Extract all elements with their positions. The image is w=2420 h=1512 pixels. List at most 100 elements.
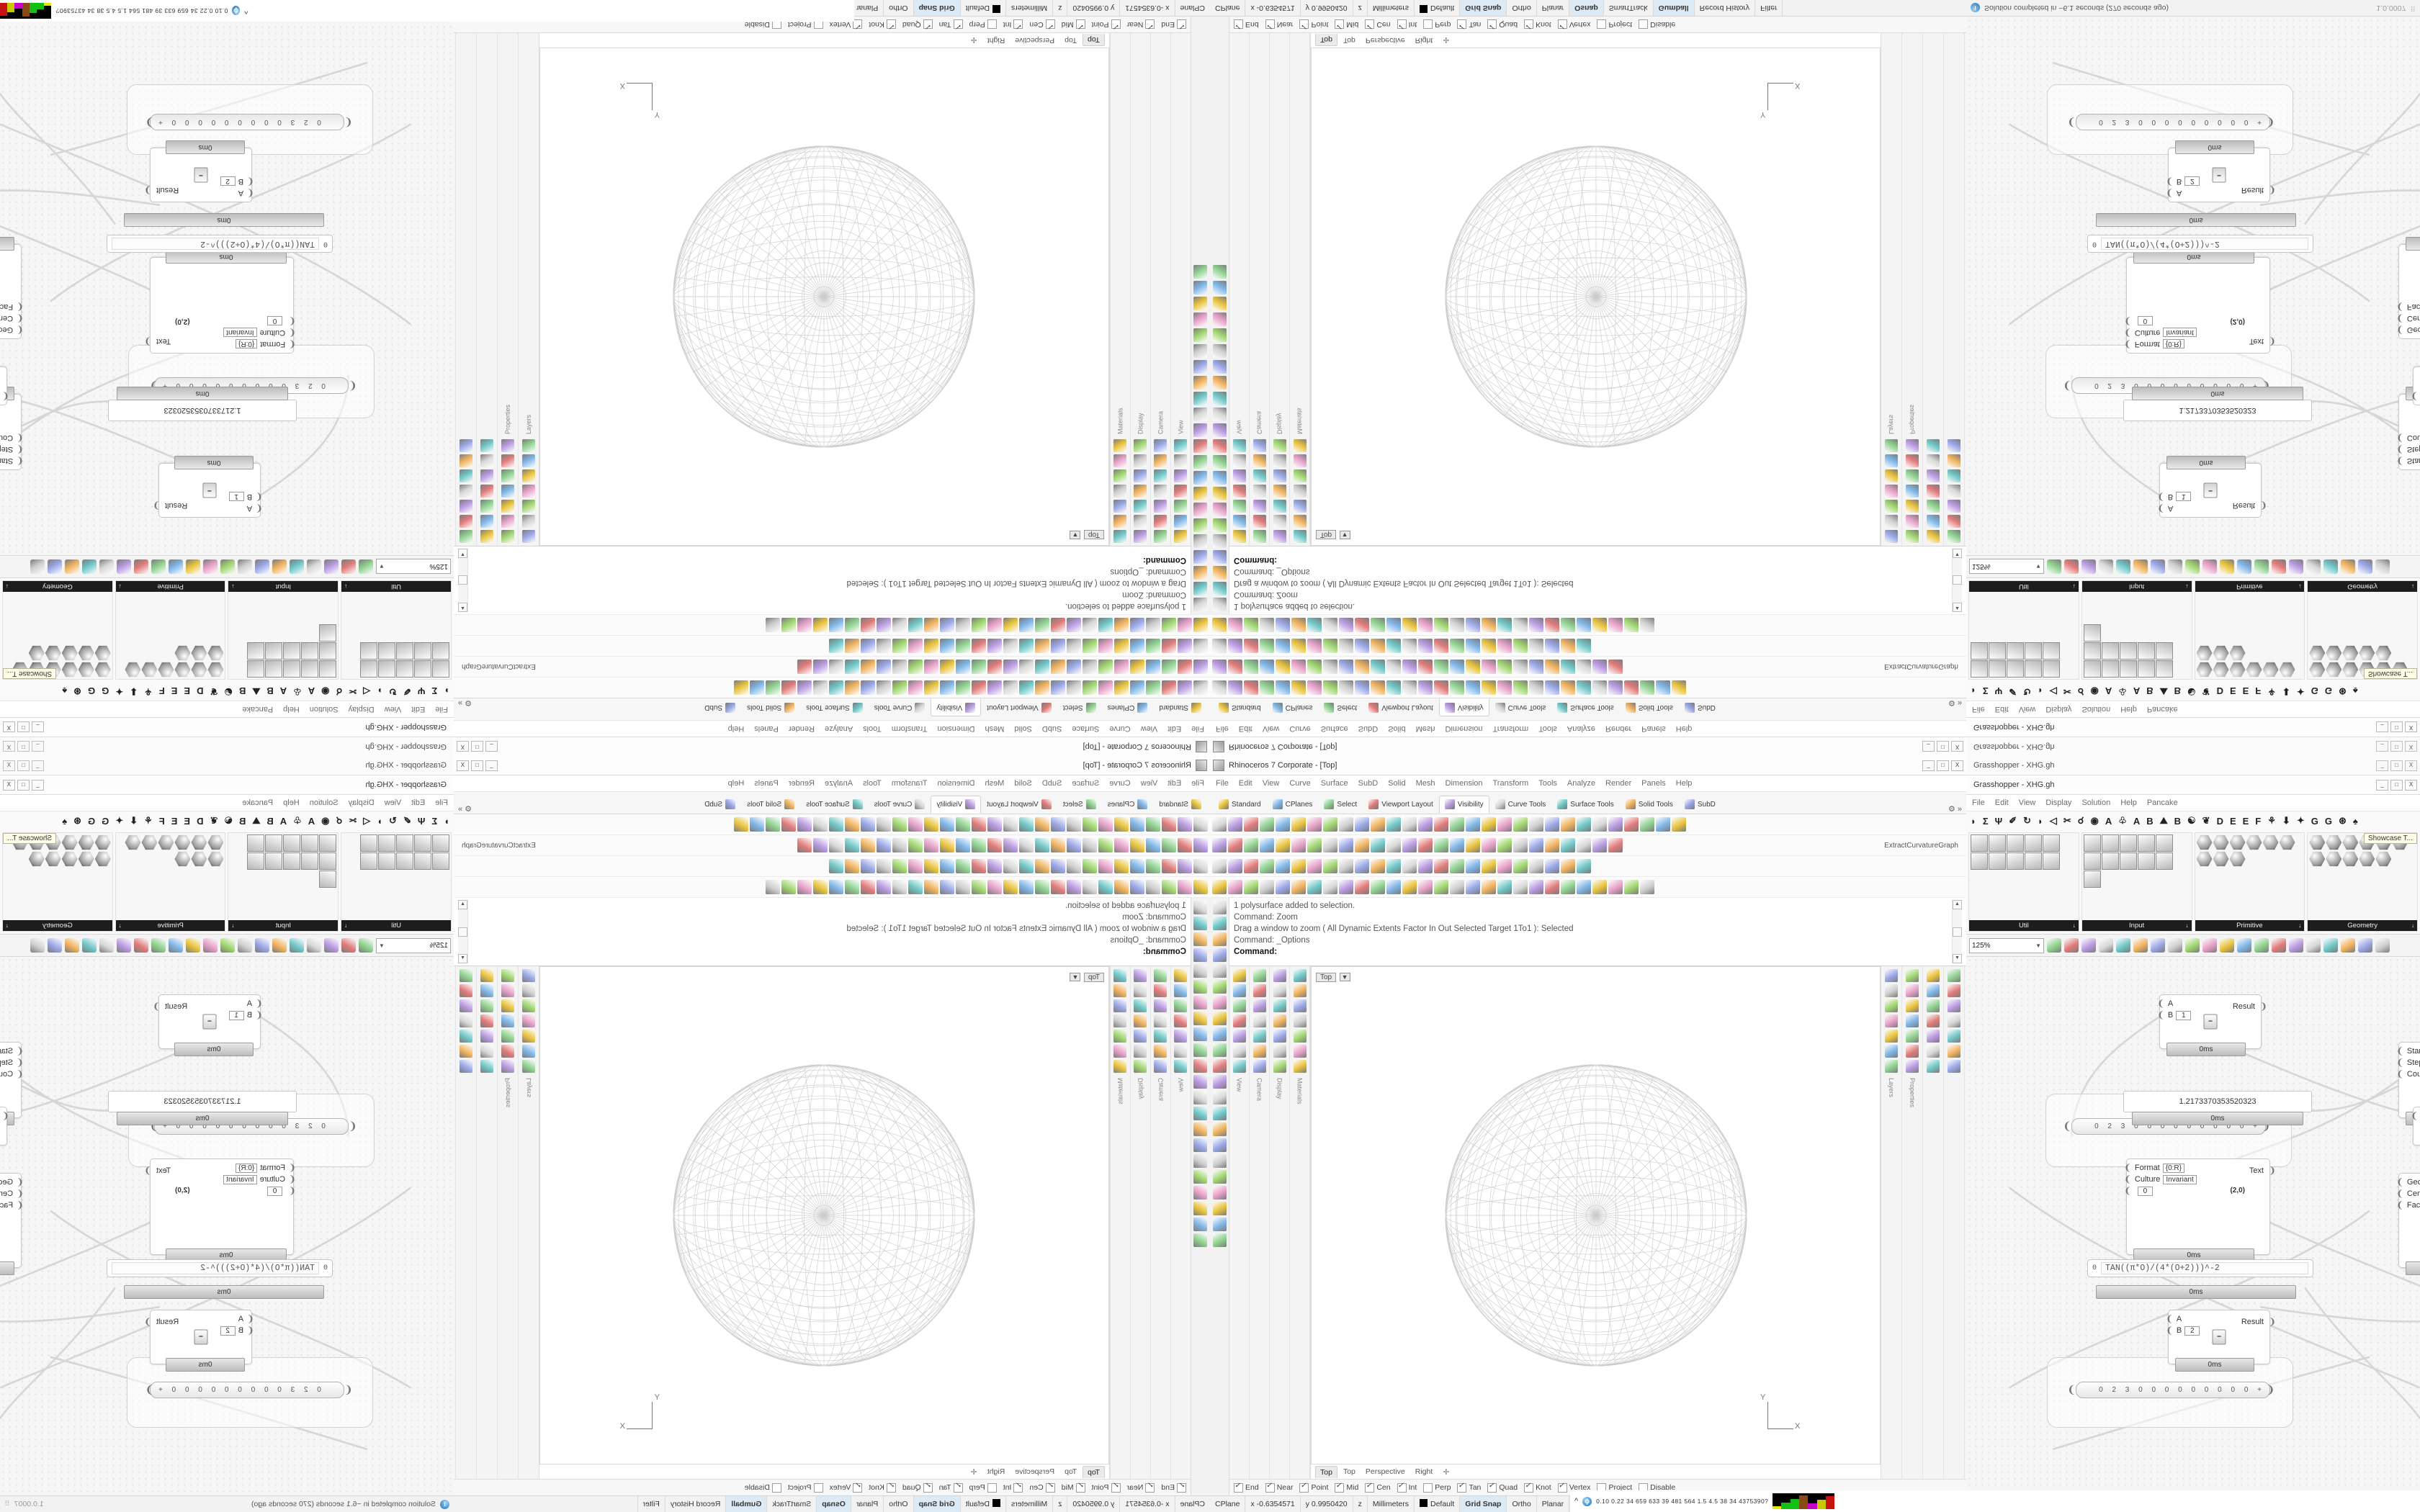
side-tool-button[interactable] <box>1193 917 1208 930</box>
panel-tool-button[interactable] <box>1174 984 1188 997</box>
side-tool-button[interactable] <box>1193 1233 1208 1247</box>
gh-input-port[interactable]: ❨ <box>1 1110 9 1121</box>
toolbar-button[interactable] <box>1051 817 1065 832</box>
side-tool-button[interactable] <box>1193 1059 1208 1073</box>
gh-input-port[interactable]: ❨ <box>2157 492 2165 503</box>
osnap-quad[interactable]: Quad <box>1487 1482 1518 1493</box>
gh-toolbar-button[interactable] <box>117 938 131 953</box>
rhino-tab-select[interactable]: Select <box>1318 796 1363 814</box>
panel-tool-button[interactable] <box>1885 1030 1898 1043</box>
rhino-tab-visibility[interactable]: Visibility <box>931 698 982 716</box>
side-tool-button[interactable] <box>1193 566 1208 580</box>
toolbar-button[interactable] <box>1450 618 1464 632</box>
gh-menu-item-display[interactable]: Display <box>2045 705 2072 714</box>
maximize-button[interactable]: □ <box>2390 741 2403 752</box>
checkbox[interactable] <box>923 1482 933 1493</box>
panel-tool-button[interactable] <box>1906 1045 1919 1058</box>
toolbar-button[interactable] <box>1162 639 1176 653</box>
toolbar-button[interactable] <box>1162 859 1176 873</box>
toolbar-button[interactable] <box>1323 838 1337 852</box>
side-tool-button[interactable] <box>1193 408 1208 421</box>
side-tool-button[interactable] <box>1193 1043 1208 1057</box>
toolbar-button[interactable] <box>797 838 812 852</box>
close-button[interactable]: X <box>2405 741 2417 752</box>
panel-tool-button[interactable] <box>1293 1060 1307 1073</box>
command-prompt[interactable]: Command: <box>1234 948 1278 956</box>
status-toggle-planar[interactable]: Planar <box>850 1496 884 1512</box>
side-tool-button[interactable] <box>1193 1202 1208 1215</box>
side-tool-button[interactable] <box>1193 312 1208 326</box>
gh-component-icon[interactable] <box>175 662 191 678</box>
gh-component-icon[interactable] <box>192 662 207 678</box>
toolbar-button[interactable] <box>1466 817 1480 832</box>
gh-expression-text[interactable]: TAN((π*O)/(4*(O+2)))^-2 <box>2101 1262 2308 1274</box>
side-tool-button[interactable] <box>1193 1218 1208 1231</box>
toolbar-button[interactable] <box>1624 618 1639 632</box>
checkbox[interactable] <box>1045 19 1055 30</box>
toolbar-button[interactable] <box>1323 817 1337 832</box>
gh-ribbon-tab-icon-5[interactable]: ◗ <box>2038 815 2043 827</box>
side-tool-button[interactable] <box>1193 503 1208 516</box>
panel-tool-button[interactable] <box>1927 1060 1940 1073</box>
gh-port-right[interactable]: ❩ <box>145 116 154 128</box>
side-tool-button[interactable] <box>1193 376 1208 390</box>
panel-column-camera[interactable]: Materials <box>1110 33 1130 546</box>
chevron-down-icon[interactable]: ▼ <box>379 563 385 570</box>
gh-toolbar-button[interactable] <box>307 559 321 574</box>
side-tool-button[interactable] <box>1212 1059 1227 1073</box>
side-tool-button[interactable] <box>1193 265 1208 279</box>
toolbar-button[interactable] <box>1466 639 1480 653</box>
checkbox[interactable] <box>953 1482 963 1493</box>
gh-palette-caption[interactable]: Input ↓ <box>2081 581 2192 592</box>
gh-input-port[interactable]: ❨ <box>2396 1068 2404 1079</box>
toolbar-button[interactable] <box>845 838 859 852</box>
minimize-button[interactable]: _ <box>32 741 44 752</box>
gh-component-icon[interactable] <box>247 852 265 870</box>
panel-tool-button[interactable] <box>480 454 493 467</box>
gh-toolbar-button[interactable] <box>2254 938 2269 953</box>
panel-tool-button[interactable] <box>522 454 535 467</box>
gh-ribbon-tab-icon-15[interactable]: B <box>239 685 246 697</box>
panel-tool-button[interactable] <box>480 500 493 513</box>
toolbar-button[interactable] <box>1083 880 1097 894</box>
menu-item-view[interactable]: View <box>1140 779 1158 788</box>
rhino-tab-select[interactable]: Select <box>1057 698 1102 716</box>
panel-tool-button[interactable] <box>1252 515 1266 528</box>
gh-menu-item-edit[interactable]: Edit <box>1994 705 2009 714</box>
panel-tool-button[interactable] <box>460 485 472 498</box>
osnap-perp[interactable]: Perp <box>1423 1482 1451 1493</box>
panel-tool-button[interactable] <box>1252 500 1266 513</box>
gh-component-node[interactable]: ❨Valuex⁻¹Result❩ <box>2411 1107 2420 1146</box>
toolbar-button[interactable] <box>1212 859 1227 873</box>
gh-toolbar-button[interactable] <box>341 559 356 574</box>
toolbar-button[interactable] <box>1035 680 1049 695</box>
toolbar-button[interactable] <box>1193 838 1208 852</box>
toolbar-button[interactable] <box>1260 817 1274 832</box>
tray-app-icon[interactable]: ɸ <box>1582 1496 1592 1506</box>
toolbar-button[interactable] <box>1162 880 1176 894</box>
checkbox[interactable] <box>1335 19 1345 30</box>
gh-component-icon[interactable] <box>2083 852 2101 870</box>
gh-menu-item-pancake[interactable]: Pancake <box>242 798 274 807</box>
close-button[interactable]: X <box>457 760 469 771</box>
viewport-tab-top-1[interactable]: Top <box>1343 1467 1355 1476</box>
toolbar-button[interactable] <box>987 817 1002 832</box>
toolbar-button[interactable] <box>1003 660 1018 674</box>
menu-item-help[interactable]: Help <box>727 779 745 788</box>
toolbar-button[interactable] <box>1003 680 1018 695</box>
gh-component-icon[interactable] <box>208 645 224 661</box>
toolbar-button[interactable] <box>829 817 843 832</box>
menu-item-curve[interactable]: Curve <box>1109 779 1131 788</box>
side-tool-button[interactable] <box>1212 392 1227 405</box>
panel-tool-button[interactable] <box>1885 439 1898 452</box>
panel-tool-button[interactable] <box>1927 1030 1940 1043</box>
toolbar-button[interactable] <box>1051 680 1065 695</box>
toolbar-button[interactable] <box>1339 680 1353 695</box>
command-scrollbar[interactable]: ▲ ▼ <box>458 549 468 612</box>
rhino-tab-curve-tools[interactable]: Curve Tools <box>1489 698 1552 716</box>
menu-item-mesh[interactable]: Mesh <box>985 724 1005 733</box>
checkbox[interactable] <box>1075 19 1085 30</box>
gh-input-port[interactable]: ❨ <box>246 188 254 199</box>
checkbox[interactable] <box>853 19 863 30</box>
toolbar-button[interactable] <box>877 618 891 632</box>
